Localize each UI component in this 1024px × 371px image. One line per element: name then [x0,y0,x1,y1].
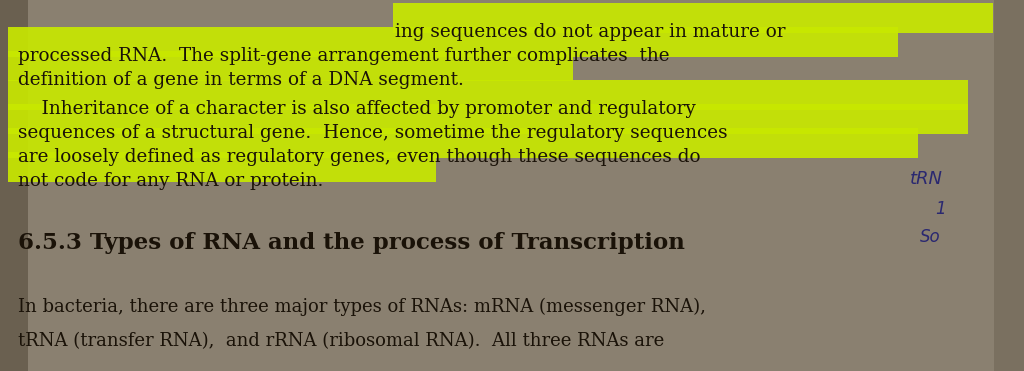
Text: processed RNA.  The split-gene arrangement further complicates  the: processed RNA. The split-gene arrangemen… [18,47,670,65]
Text: sequences of a structural gene.  Hence, sometime the regulatory sequences: sequences of a structural gene. Hence, s… [18,124,728,142]
Text: not code for any RNA or protein.: not code for any RNA or protein. [18,172,324,190]
Text: In bacteria, there are three major types of RNAs: mRNA (messenger RNA),: In bacteria, there are three major types… [18,298,706,316]
Bar [8,51,573,81]
Bar [8,80,968,110]
Text: 1: 1 [935,200,945,218]
Text: Inheritance of a character is also affected by promoter and regulatory: Inheritance of a character is also affec… [18,100,695,118]
Text: tRNA (transfer RNA),  and rRNA (ribosomal RNA).  All three RNAs are: tRNA (transfer RNA), and rRNA (ribosomal… [18,332,665,350]
Bar [8,152,436,182]
Bar [393,3,993,33]
Text: definition of a gene in terms of a DNA segment.: definition of a gene in terms of a DNA s… [18,71,464,89]
Text: So: So [920,228,941,246]
Text: ing sequences do not appear in mature or: ing sequences do not appear in mature or [395,23,785,41]
Bar [0,0,28,371]
Bar [994,0,1024,371]
Text: tRN: tRN [910,170,943,188]
Bar [8,27,898,57]
Text: are loosely defined as regulatory genes, even though these sequences do: are loosely defined as regulatory genes,… [18,148,700,166]
Text: 6.5.3 Types of RNA and the process of Transcription: 6.5.3 Types of RNA and the process of Tr… [18,232,685,254]
Bar [8,128,918,158]
Bar [8,104,968,134]
